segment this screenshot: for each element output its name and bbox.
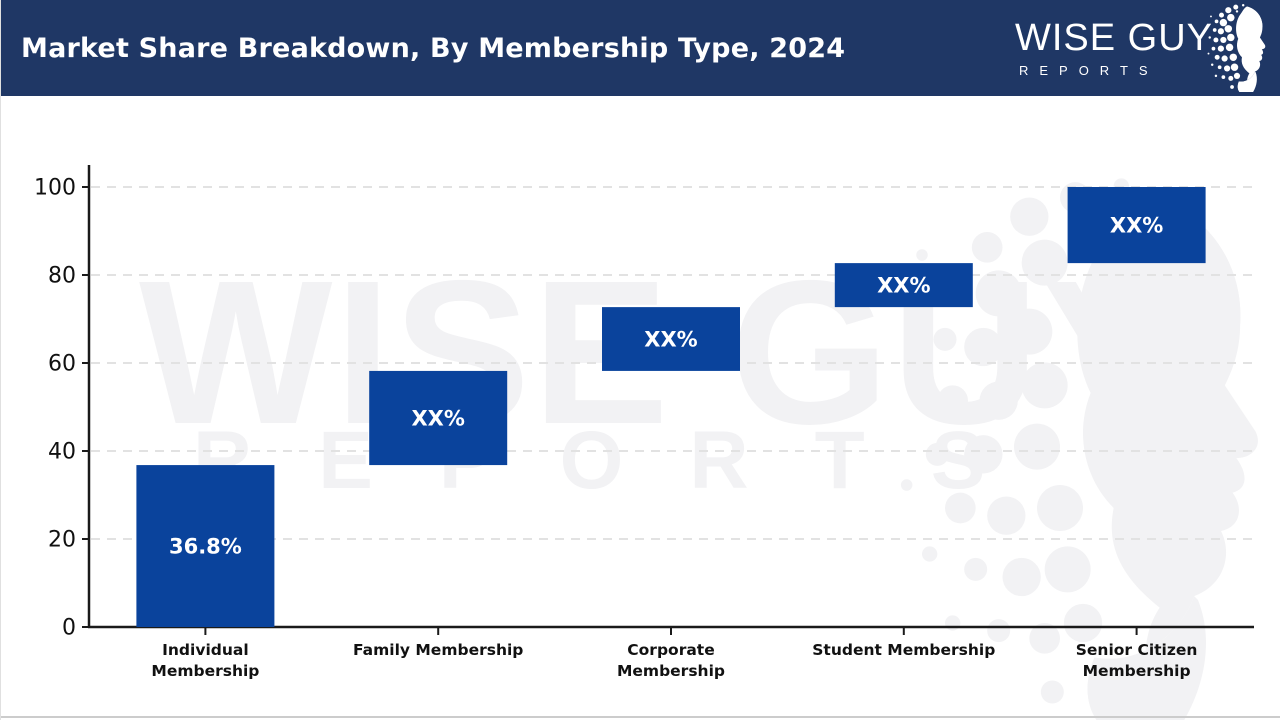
- header-bar: Market Share Breakdown, By Membership Ty…: [1, 0, 1280, 96]
- x-category-label: Family Membership: [353, 641, 523, 659]
- y-tick-label: 100: [34, 176, 76, 201]
- y-tick-label: 0: [62, 616, 76, 641]
- x-category-label: Corporate Membership: [617, 641, 725, 680]
- brand-subtitle: REPORTS: [1018, 62, 1159, 78]
- x-category-label: Senior Citizen Membership: [1076, 641, 1198, 680]
- brand-logo: WISE GUY REPORTS: [1015, 0, 1280, 96]
- bar-segment: [602, 307, 740, 371]
- y-tick-label: 40: [48, 440, 76, 465]
- y-tick-label: 20: [48, 528, 76, 553]
- x-category-label: Student Membership: [812, 641, 995, 659]
- bar-segment: [136, 465, 275, 627]
- bar-value-label: XX%: [644, 327, 697, 351]
- bar-value-label: XX%: [1110, 213, 1163, 237]
- brand-name: WISE GUY: [1014, 16, 1213, 59]
- bottom-border-line: [1, 716, 1280, 718]
- bar-value-label: 36.8%: [169, 534, 242, 558]
- y-tick-label: 60: [48, 352, 76, 377]
- brand-text: WISE GUY REPORTS: [1015, 19, 1213, 78]
- x-category-label: Individual Membership: [151, 641, 259, 680]
- bar-value-label: XX%: [411, 406, 464, 430]
- y-tick-label: 80: [48, 264, 76, 289]
- bar-value-label: XX%: [877, 273, 930, 297]
- page-title: Market Share Breakdown, By Membership Ty…: [21, 32, 846, 64]
- bar-segment: [369, 370, 508, 466]
